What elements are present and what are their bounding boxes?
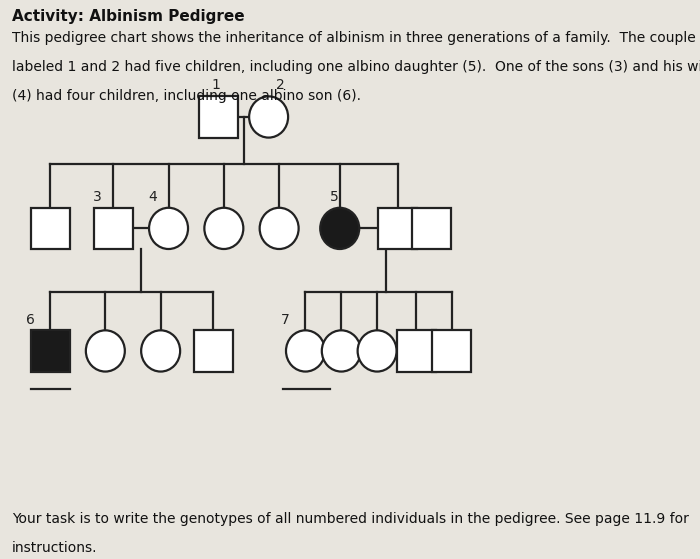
Ellipse shape — [260, 208, 299, 249]
Bar — [199, 96, 238, 138]
Ellipse shape — [320, 208, 359, 249]
Ellipse shape — [141, 330, 180, 372]
Bar — [194, 330, 233, 372]
Bar — [412, 208, 452, 249]
Text: 6: 6 — [26, 313, 34, 327]
Ellipse shape — [86, 330, 125, 372]
Text: 3: 3 — [93, 191, 102, 205]
Text: This pedigree chart shows the inheritance of albinism in three generations of a : This pedigree chart shows the inheritanc… — [12, 31, 695, 45]
Bar — [94, 208, 133, 249]
Text: 4: 4 — [148, 191, 157, 205]
Text: 1: 1 — [211, 78, 220, 92]
Bar — [31, 330, 69, 372]
Ellipse shape — [322, 330, 360, 372]
Text: 7: 7 — [281, 313, 290, 327]
Bar — [378, 208, 417, 249]
Text: Your task is to write the genotypes of all numbered individuals in the pedigree.: Your task is to write the genotypes of a… — [12, 513, 689, 527]
Ellipse shape — [204, 208, 244, 249]
Text: (4) had four children, including one albino son (6).: (4) had four children, including one alb… — [12, 88, 360, 102]
Ellipse shape — [358, 330, 397, 372]
Ellipse shape — [249, 96, 288, 138]
Bar — [31, 208, 69, 249]
Bar — [397, 330, 435, 372]
Text: instructions.: instructions. — [12, 542, 97, 556]
Text: Activity: Albinism Pedigree: Activity: Albinism Pedigree — [12, 9, 244, 24]
Ellipse shape — [149, 208, 188, 249]
Ellipse shape — [286, 330, 325, 372]
Text: 2: 2 — [276, 78, 285, 92]
Bar — [433, 330, 471, 372]
Text: labeled 1 and 2 had five children, including one albino daughter (5).  One of th: labeled 1 and 2 had five children, inclu… — [12, 60, 700, 74]
Text: 5: 5 — [330, 191, 339, 205]
